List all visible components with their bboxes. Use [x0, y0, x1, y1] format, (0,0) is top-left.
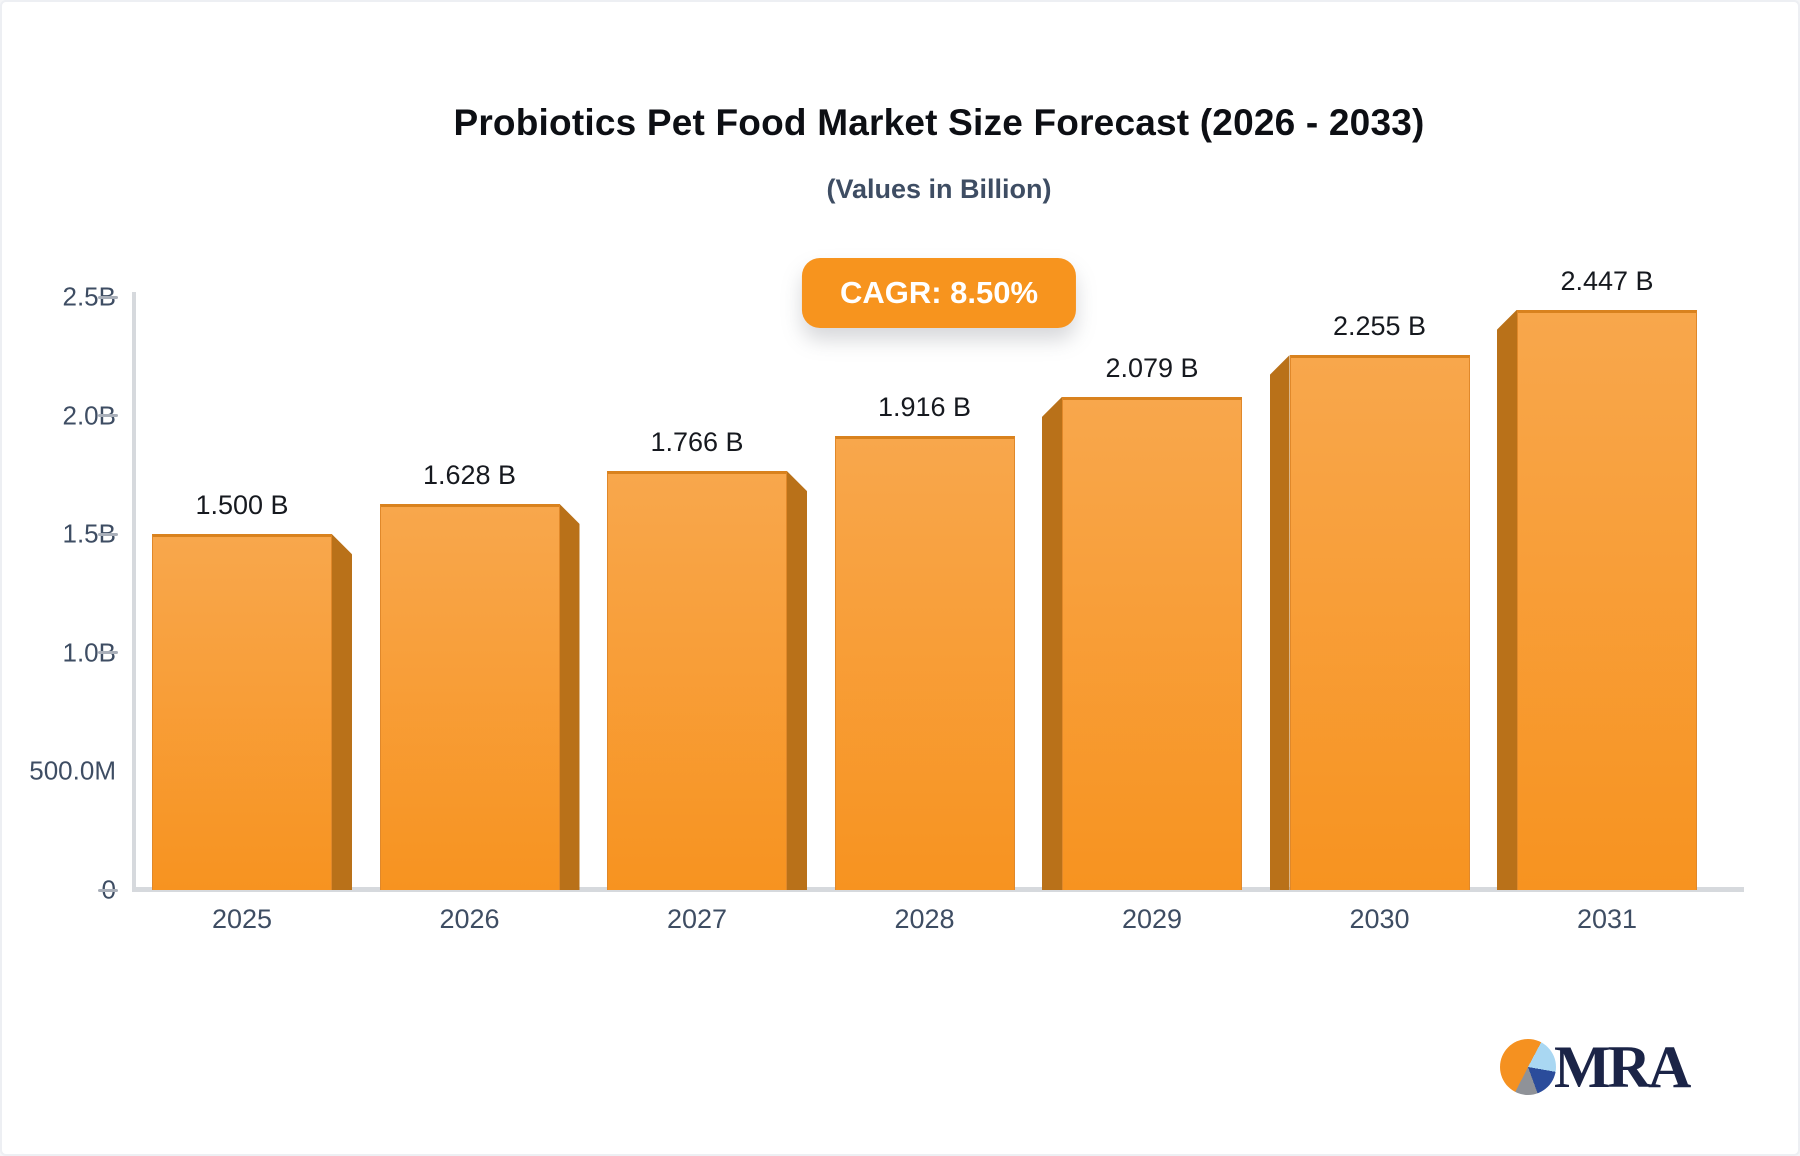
bar-2029	[1062, 396, 1242, 890]
bar-2026	[379, 503, 560, 890]
x-category-label: 2031	[1576, 904, 1638, 934]
x-category-label: 2027	[666, 904, 728, 934]
y-axis-line	[132, 292, 136, 892]
bar-value-label: 1.766 B	[650, 427, 744, 458]
brand-logo: MRA	[1500, 1034, 1691, 1100]
bar-value-label: 2.079 B	[1105, 352, 1199, 383]
bar-side-face	[1042, 396, 1062, 890]
x-category-label: 2030	[1349, 904, 1410, 934]
bar-2028	[834, 435, 1015, 890]
bar-side-face	[787, 471, 807, 890]
y-tick-mark	[98, 651, 118, 655]
chart-title: Probiotics Pet Food Market Size Forecast…	[453, 102, 1425, 143]
bar-2025	[152, 534, 332, 890]
pie-chart-icon	[1500, 1039, 1556, 1095]
bar-2031	[1517, 309, 1697, 890]
bar-value-label: 1.916 B	[877, 391, 972, 422]
bar-value-label: 2.255 B	[1332, 311, 1427, 342]
bar-value-label: 2.447 B	[1560, 265, 1654, 296]
x-category-label: 2029	[1121, 904, 1183, 934]
bar-side-face	[559, 503, 580, 890]
x-category-label: 2028	[894, 904, 955, 934]
y-tick-mark	[98, 295, 118, 299]
cagr-badge: CAGR: 8.50%	[801, 258, 1077, 328]
brand-name: MRA	[1554, 1034, 1691, 1100]
bar-2027	[607, 471, 787, 890]
y-tick-mark	[98, 888, 118, 892]
y-axis-label: 500.0M	[29, 755, 116, 786]
x-category-label: 2026	[439, 904, 500, 934]
y-tick-mark	[98, 414, 118, 418]
bar-value-label: 1.628 B	[422, 459, 517, 490]
bar-2030	[1289, 355, 1470, 890]
bar-side-face	[1497, 309, 1517, 890]
bar-side-face	[1269, 355, 1290, 890]
y-tick-mark	[98, 532, 118, 536]
bar-side-face	[332, 534, 352, 890]
chart-subtitle: (Values in Billion)	[826, 174, 1052, 204]
bar-value-label: 1.500 B	[195, 490, 289, 521]
x-category-label: 2025	[211, 904, 273, 934]
